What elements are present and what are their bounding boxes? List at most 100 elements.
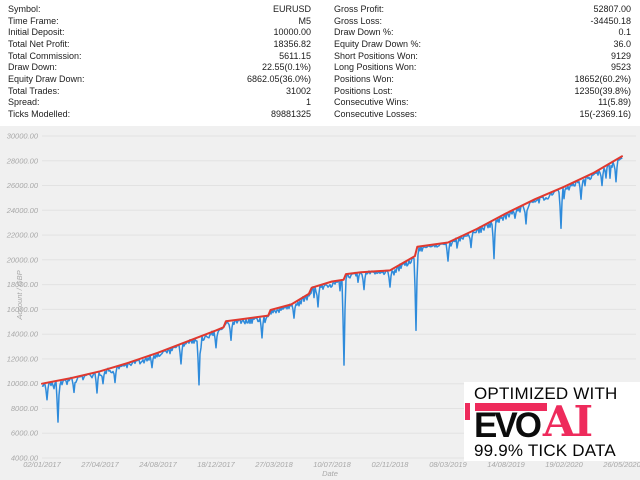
stat-row: Gross Profit: 52807.00 [334, 3, 631, 15]
stat-value: 9129 [610, 50, 631, 61]
stat-row: Equity Draw Down %: 36.0 [334, 38, 631, 50]
stat-label: Short Positions Won: [334, 50, 418, 61]
stat-label: Total Commission: [8, 50, 82, 61]
logo-pink-notch-shape [465, 403, 470, 420]
svg-text:14/08/2019: 14/08/2019 [487, 460, 525, 469]
stat-value: 1 [305, 97, 311, 108]
stat-label: Total Trades: [8, 85, 60, 96]
stat-value: 36.0 [613, 38, 631, 49]
stat-label: Gross Loss: [334, 15, 383, 26]
stat-value: 31002 [285, 85, 311, 96]
logo-wordmark: EVO AI [465, 397, 636, 446]
svg-text:20000.00: 20000.00 [6, 255, 39, 264]
stat-label: Symbol: [8, 3, 41, 14]
stat-row: Time Frame: M5 [8, 15, 311, 27]
svg-text:26/05/2020: 26/05/2020 [602, 460, 640, 469]
svg-text:Date: Date [322, 469, 338, 478]
logo-ai-text: AI [542, 397, 593, 446]
stat-row: Equity Draw Down: 6862.05(36.0%) [8, 73, 311, 85]
svg-text:27/04/2017: 27/04/2017 [80, 460, 119, 469]
svg-text:16000.00: 16000.00 [7, 305, 39, 314]
stat-value: M5 [298, 15, 311, 26]
stat-label: Total Net Profit: [8, 38, 70, 49]
svg-text:10000.00: 10000.00 [7, 379, 39, 388]
stat-row: Spread: 1 [8, 97, 311, 109]
svg-text:27/03/2018: 27/03/2018 [254, 460, 293, 469]
svg-text:18000.00: 18000.00 [7, 280, 39, 289]
stat-row: Total Trades: 31002 [8, 85, 311, 97]
stat-label: Draw Down: [8, 62, 58, 73]
stat-label: Draw Down %: [334, 27, 394, 38]
stat-value: EURUSD [272, 3, 311, 14]
svg-text:24/08/2017: 24/08/2017 [138, 460, 177, 469]
stat-row: Ticks Modelled: 89881325 [8, 108, 311, 120]
stat-value: 18356.82 [273, 38, 311, 49]
stat-row: Long Positions Won: 9523 [334, 61, 631, 73]
stats-right: Gross Profit: 52807.00 Gross Loss: -34450.1… [334, 3, 631, 120]
svg-text:14000.00: 14000.00 [7, 330, 39, 339]
stat-value: 0.1 [618, 27, 631, 38]
stat-row: Gross Loss: -34450.18 [334, 15, 631, 27]
svg-text:8000.00: 8000.00 [11, 404, 39, 413]
logo-pink-bar-shape [475, 403, 547, 411]
equity-chart: 4000.00 6000.00 8000.00 10000.00 12000.00 140… [0, 126, 640, 480]
stat-label: Ticks Modelled: [8, 109, 71, 120]
stat-row: Symbol: EURUSD [8, 3, 311, 15]
logo-tagline-top: OPTIMIZED WITH [474, 384, 618, 403]
stat-row: Total Commission: 5611.15 [8, 50, 311, 62]
stat-label: Positions Won: [334, 73, 394, 84]
svg-text:6000.00: 6000.00 [11, 429, 39, 438]
svg-text:02/01/2017: 02/01/2017 [23, 460, 61, 469]
logo-tagline-bottom: 99.9% TICK DATA [474, 441, 616, 460]
stat-value: 18652(60.2%) [574, 73, 631, 84]
stat-value: 12350(39.8%) [574, 85, 631, 96]
stat-value: 22.55(0.1%) [261, 62, 311, 73]
svg-text:26000.00: 26000.00 [6, 181, 39, 190]
stat-label: Time Frame: [8, 15, 59, 26]
stat-value: -34450.18 [590, 15, 631, 26]
svg-text:19/02/2020: 19/02/2020 [545, 460, 583, 469]
equity-chart-svg: 4000.00 6000.00 8000.00 10000.00 12000.00 140… [6, 132, 640, 479]
stat-value: 5611.15 [279, 50, 311, 61]
svg-text:10/07/2018: 10/07/2018 [313, 460, 351, 469]
svg-text:02/11/2018: 02/11/2018 [372, 460, 410, 469]
stat-value: 15(-2369.16) [579, 109, 631, 120]
stat-label: Long Positions Won: [334, 62, 417, 73]
svg-text:12000.00: 12000.00 [7, 354, 39, 363]
stats-left: Symbol: EURUSD Time Frame: M5 Initial Deposi… [8, 3, 311, 120]
stat-value: 11(5.89) [598, 97, 631, 108]
svg-text:18/12/2017: 18/12/2017 [197, 460, 235, 469]
stat-value: 6862.05(36.0%) [246, 73, 311, 84]
stat-row: Positions Won: 18652(60.2%) [334, 73, 631, 85]
stat-row: Total Net Profit: 18356.82 [8, 38, 311, 50]
stat-label: Initial Deposit: [8, 27, 65, 38]
stat-label: Consecutive Wins: [334, 97, 409, 108]
stat-value: 89881325 [270, 109, 311, 120]
stat-row: Initial Deposit: 10000.00 [8, 26, 311, 38]
stat-label: Equity Draw Down %: [334, 38, 422, 49]
svg-text:28000.00: 28000.00 [6, 156, 39, 165]
stat-row: Consecutive Wins: 11(5.89) [334, 97, 631, 109]
stats-panel: Symbol: EURUSD Time Frame: M5 Initial Deposi… [0, 0, 640, 126]
stat-label: Positions Lost: [334, 85, 393, 96]
stat-row: Draw Down %: 0.1 [334, 26, 631, 38]
svg-text:24000.00: 24000.00 [6, 206, 39, 215]
stat-label: Gross Profit: [334, 3, 385, 14]
stat-row: Positions Lost: 12350(39.8%) [334, 85, 631, 97]
stat-label: Consecutive Losses: [334, 109, 418, 120]
svg-text:22000.00: 22000.00 [6, 231, 39, 240]
stat-value: 10000.00 [273, 27, 311, 38]
stat-row: Short Positions Won: 9129 [334, 50, 631, 62]
svg-text:08/03/2019: 08/03/2019 [429, 460, 467, 469]
svg-text:30000.00: 30000.00 [7, 132, 39, 141]
svg-text:4000.00: 4000.00 [11, 454, 39, 463]
stat-row: Consecutive Losses: 15(-2369.16) [334, 108, 631, 120]
stat-value: 9523 [610, 62, 631, 73]
stat-label: Equity Draw Down: [8, 73, 85, 84]
stat-value: 52807.00 [593, 3, 631, 14]
evo-ai-logo: OPTIMIZED WITH EVO AI 99.9% TICK DATA [464, 382, 640, 461]
stat-label: Spread: [8, 97, 40, 108]
svg-text:Account / GBP: Account / GBP [15, 270, 24, 320]
stat-row: Draw Down: 22.55(0.1%) [8, 61, 311, 73]
logo-evo-text: EVO [474, 406, 542, 445]
